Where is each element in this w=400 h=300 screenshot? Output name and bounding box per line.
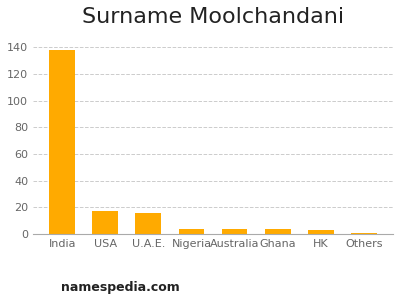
Bar [92,211,118,234]
Bar [136,213,161,234]
Bar [308,230,334,234]
Title: Surname Moolchandani: Surname Moolchandani [82,7,344,27]
Bar [265,229,290,234]
Bar [178,229,204,234]
Bar [49,50,75,234]
Bar [222,229,248,234]
Text: namespedia.com: namespedia.com [61,281,179,294]
Bar [351,233,377,234]
